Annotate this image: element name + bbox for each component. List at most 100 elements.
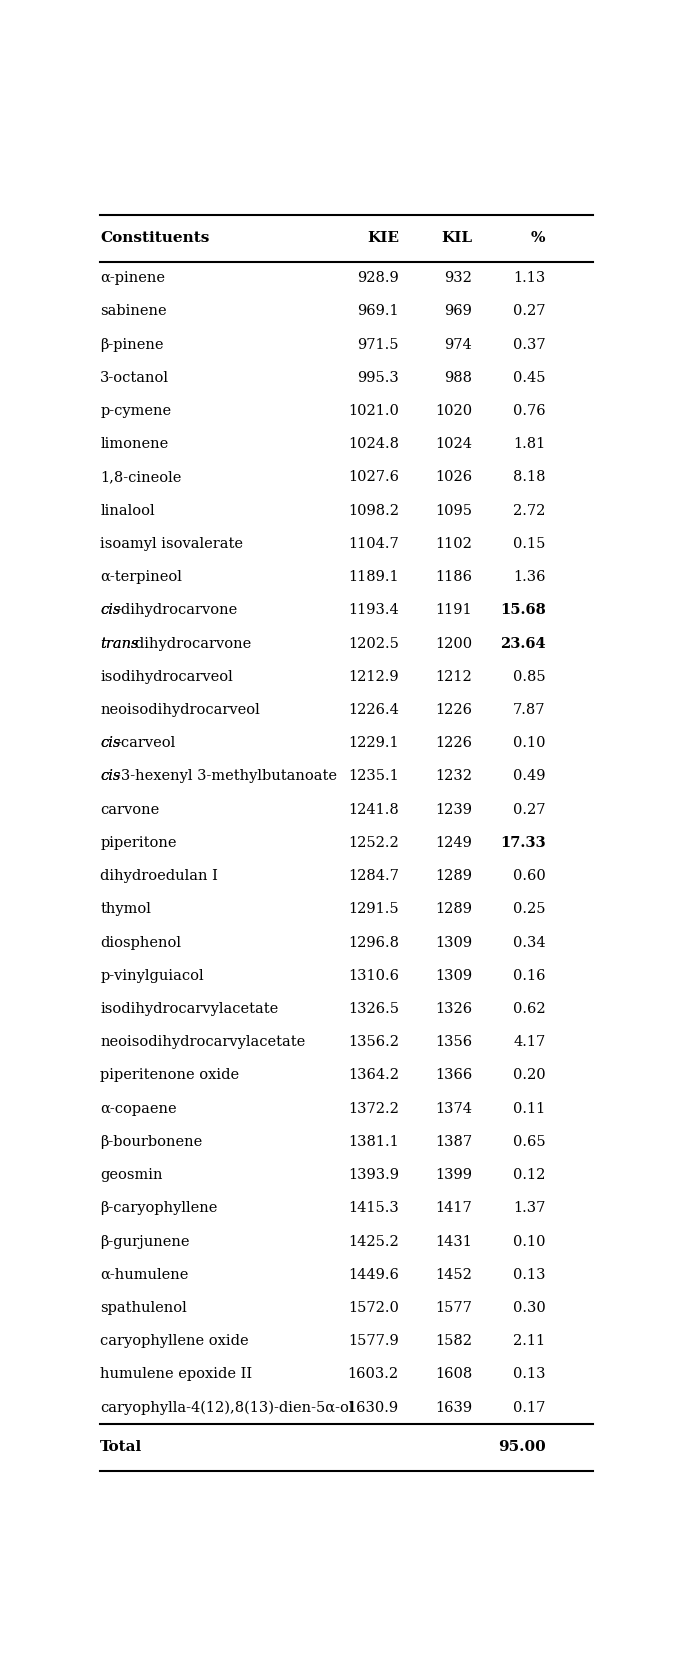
Text: 8.18: 8.18 (513, 471, 546, 484)
Text: %: % (531, 231, 546, 245)
Text: 1.37: 1.37 (513, 1201, 546, 1215)
Text: 4.17: 4.17 (513, 1035, 546, 1050)
Text: 0.65: 0.65 (513, 1135, 546, 1148)
Text: humulene epoxide II: humulene epoxide II (100, 1368, 252, 1381)
Text: β-gurjunene: β-gurjunene (100, 1235, 190, 1248)
Text: cis: cis (100, 604, 120, 617)
Text: 0.76: 0.76 (513, 404, 546, 418)
Text: 1.81: 1.81 (513, 438, 546, 451)
Text: 971.5: 971.5 (358, 338, 399, 351)
Text: 1098.2: 1098.2 (348, 504, 399, 518)
Text: geosmin: geosmin (100, 1168, 163, 1181)
Text: piperitone: piperitone (100, 835, 176, 850)
Text: 1189.1: 1189.1 (348, 571, 399, 584)
Text: 1021.0: 1021.0 (348, 404, 399, 418)
Text: 0.16: 0.16 (513, 968, 546, 983)
Text: Constituents: Constituents (100, 231, 210, 245)
Text: 1229.1: 1229.1 (348, 735, 399, 750)
Text: 0.25: 0.25 (513, 902, 546, 917)
Text: Total: Total (100, 1441, 143, 1454)
Text: 0.12: 0.12 (513, 1168, 546, 1181)
Text: neoisodihydrocarvylacetate: neoisodihydrocarvylacetate (100, 1035, 306, 1050)
Text: 1603.2: 1603.2 (347, 1368, 399, 1381)
Text: 1104.7: 1104.7 (348, 537, 399, 551)
Text: 1235.1: 1235.1 (348, 769, 399, 784)
Text: 1284.7: 1284.7 (348, 869, 399, 884)
Text: cis: cis (100, 735, 120, 750)
Text: 1249: 1249 (435, 835, 472, 850)
Text: β-caryophyllene: β-caryophyllene (100, 1201, 218, 1215)
Text: 1102: 1102 (435, 537, 472, 551)
Text: 0.49: 0.49 (513, 769, 546, 784)
Text: -3-hexenyl 3-methylbutanoate: -3-hexenyl 3-methylbutanoate (116, 769, 337, 784)
Text: 1289: 1289 (435, 869, 472, 884)
Text: 1,8-cineole: 1,8-cineole (100, 471, 182, 484)
Text: 1193.4: 1193.4 (348, 604, 399, 617)
Text: 1393.9: 1393.9 (348, 1168, 399, 1181)
Text: 988: 988 (444, 371, 472, 384)
Text: 1449.6: 1449.6 (348, 1268, 399, 1281)
Text: 1226.4: 1226.4 (348, 702, 399, 717)
Text: 1381.1: 1381.1 (348, 1135, 399, 1148)
Text: 0.27: 0.27 (513, 305, 546, 318)
Text: caryophyllene oxide: caryophyllene oxide (100, 1335, 249, 1348)
Text: 1639: 1639 (435, 1401, 472, 1414)
Text: 0.13: 0.13 (513, 1268, 546, 1281)
Text: 0.13: 0.13 (513, 1368, 546, 1381)
Text: 1415.3: 1415.3 (348, 1201, 399, 1215)
Text: 17.33: 17.33 (500, 835, 546, 850)
Text: 0.11: 0.11 (513, 1102, 546, 1115)
Text: isoamyl isovalerate: isoamyl isovalerate (100, 537, 243, 551)
Text: 1296.8: 1296.8 (348, 935, 399, 950)
Text: 0.27: 0.27 (513, 802, 546, 817)
Text: KIL: KIL (441, 231, 472, 245)
Text: 1026: 1026 (435, 471, 472, 484)
Text: 3-octanol: 3-octanol (100, 371, 169, 384)
Text: dihydroedulan I: dihydroedulan I (100, 869, 218, 884)
Text: 0.37: 0.37 (513, 338, 546, 351)
Text: 0.10: 0.10 (513, 1235, 546, 1248)
Text: 1577.9: 1577.9 (348, 1335, 399, 1348)
Text: isodihydrocarveol: isodihydrocarveol (100, 671, 233, 684)
Text: 1366: 1366 (435, 1068, 472, 1082)
Text: KIE: KIE (367, 231, 399, 245)
Text: 1431: 1431 (435, 1235, 472, 1248)
Text: 1191: 1191 (435, 604, 472, 617)
Text: diosphenol: diosphenol (100, 935, 181, 950)
Text: 1608: 1608 (435, 1368, 472, 1381)
Text: 1630.9: 1630.9 (347, 1401, 399, 1414)
Text: 1186: 1186 (435, 571, 472, 584)
Text: 1577: 1577 (435, 1301, 472, 1315)
Text: 0.15: 0.15 (513, 537, 546, 551)
Text: 1095: 1095 (435, 504, 472, 518)
Text: 23.64: 23.64 (500, 637, 546, 651)
Text: 1399: 1399 (435, 1168, 472, 1181)
Text: 1356: 1356 (435, 1035, 472, 1050)
Text: p-vinylguiacol: p-vinylguiacol (100, 968, 204, 983)
Text: 1232: 1232 (435, 769, 472, 784)
Text: 1212.9: 1212.9 (348, 671, 399, 684)
Text: 0.34: 0.34 (513, 935, 546, 950)
Text: 1572.0: 1572.0 (348, 1301, 399, 1315)
Text: 1212: 1212 (435, 671, 472, 684)
Text: 2.72: 2.72 (513, 504, 546, 518)
Text: 1452: 1452 (435, 1268, 472, 1281)
Text: isodihydrocarvylacetate: isodihydrocarvylacetate (100, 1002, 279, 1017)
Text: 1226: 1226 (435, 735, 472, 750)
Text: 1364.2: 1364.2 (348, 1068, 399, 1082)
Text: 1387: 1387 (435, 1135, 472, 1148)
Text: 1027.6: 1027.6 (348, 471, 399, 484)
Text: 969: 969 (444, 305, 472, 318)
Text: 1200: 1200 (435, 637, 472, 651)
Text: trans: trans (100, 637, 139, 651)
Text: cis: cis (100, 604, 120, 617)
Text: 1309: 1309 (435, 968, 472, 983)
Text: 0.85: 0.85 (513, 671, 546, 684)
Text: 2.11: 2.11 (513, 1335, 546, 1348)
Text: neoisodihydrocarveol: neoisodihydrocarveol (100, 702, 260, 717)
Text: 1372.2: 1372.2 (348, 1102, 399, 1115)
Text: 1326.5: 1326.5 (348, 1002, 399, 1017)
Text: sabinene: sabinene (100, 305, 167, 318)
Text: 1.36: 1.36 (513, 571, 546, 584)
Text: 0.60: 0.60 (513, 869, 546, 884)
